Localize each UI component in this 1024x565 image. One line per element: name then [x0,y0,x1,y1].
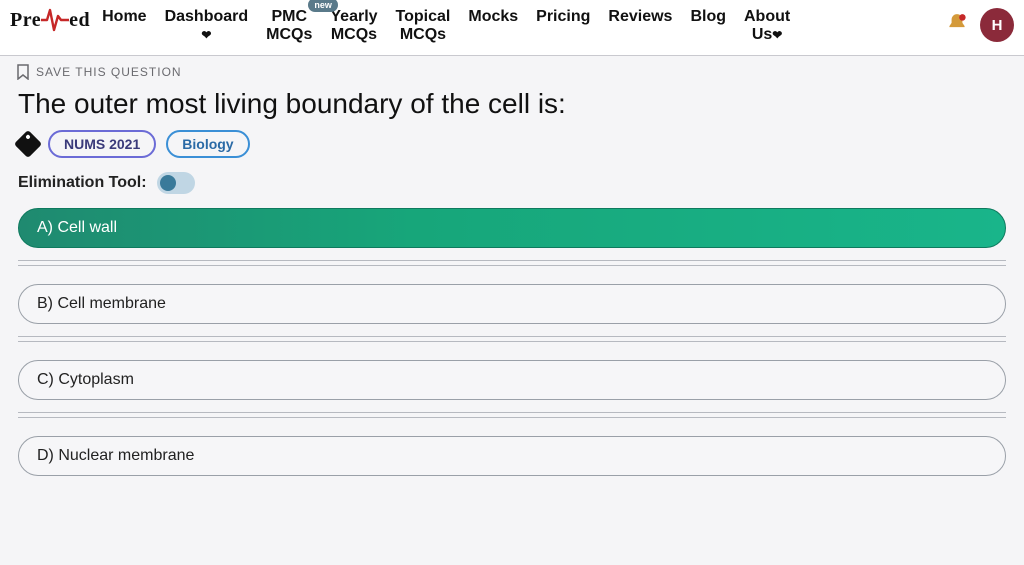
option-b[interactable]: B) Cell membrane [18,284,1006,324]
nav-dashboard-label: Dashboard [165,8,249,25]
nav-about-2: Us❤ [744,26,790,44]
avatar[interactable]: H [980,8,1014,42]
nav-home[interactable]: Home [102,8,146,26]
tag-row: NUMS 2021 Biology [18,130,1006,158]
save-question-label: SAVE THIS QUESTION [36,65,182,79]
question-text: The outer most living boundary of the ce… [18,88,1006,120]
nav-about-us[interactable]: About Us❤ [744,8,790,45]
nav-topical-2: MCQs [396,26,451,44]
top-nav: Pre ed Home Dashboard ❤ PMC MCQs new Yea… [0,0,1024,56]
brand-pre: Pre [10,9,41,32]
nav-yearly-mcqs[interactable]: new Yearly MCQs [330,8,377,45]
nav-pmc-2: MCQs [266,26,312,44]
nav-yearly-1: Yearly [330,8,377,25]
tag-nums[interactable]: NUMS 2021 [48,130,156,158]
rule-lines [18,412,1006,418]
chevron-down-icon: ❤ [201,28,211,42]
tag-icon [14,130,42,158]
options-list: A) Cell wall B) Cell membrane C) Cytopla… [18,208,1006,476]
bell-icon[interactable] [944,12,970,38]
question-panel: The outer most living boundary of the ce… [0,80,1024,494]
tag-biology[interactable]: Biology [166,130,249,158]
elimination-label: Elimination Tool: [18,174,147,192]
nav-topical-mcqs[interactable]: Topical MCQs [396,8,451,45]
nav-mocks[interactable]: Mocks [468,8,518,26]
nav-reviews[interactable]: Reviews [608,8,672,26]
nav-pmc-mcqs[interactable]: PMC MCQs [266,8,312,45]
bookmark-icon [16,64,30,80]
option-a[interactable]: A) Cell wall [18,208,1006,248]
nav-links: Home Dashboard ❤ PMC MCQs new Yearly MCQ… [102,6,932,45]
option-c[interactable]: C) Cytoplasm [18,360,1006,400]
nav-blog[interactable]: Blog [690,8,726,26]
option-d[interactable]: D) Nuclear membrane [18,436,1006,476]
rule-lines [18,336,1006,342]
nav-about-1: About [744,8,790,25]
nav-pricing[interactable]: Pricing [536,8,590,26]
heartbeat-icon [41,6,69,34]
elimination-row: Elimination Tool: [18,172,1006,194]
elimination-toggle[interactable] [157,172,195,194]
nav-topical-1: Topical [396,8,451,25]
header-right: H [944,6,1014,42]
new-badge: new [308,0,338,12]
nav-dashboard[interactable]: Dashboard ❤ [165,8,249,45]
nav-yearly-2: MCQs [330,26,377,44]
rule-lines [18,260,1006,266]
nav-pmc-1: PMC [271,8,307,25]
brand-logo[interactable]: Pre ed [10,6,90,34]
brand-ed: ed [69,9,90,32]
save-question-bar[interactable]: SAVE THIS QUESTION [0,56,1024,80]
